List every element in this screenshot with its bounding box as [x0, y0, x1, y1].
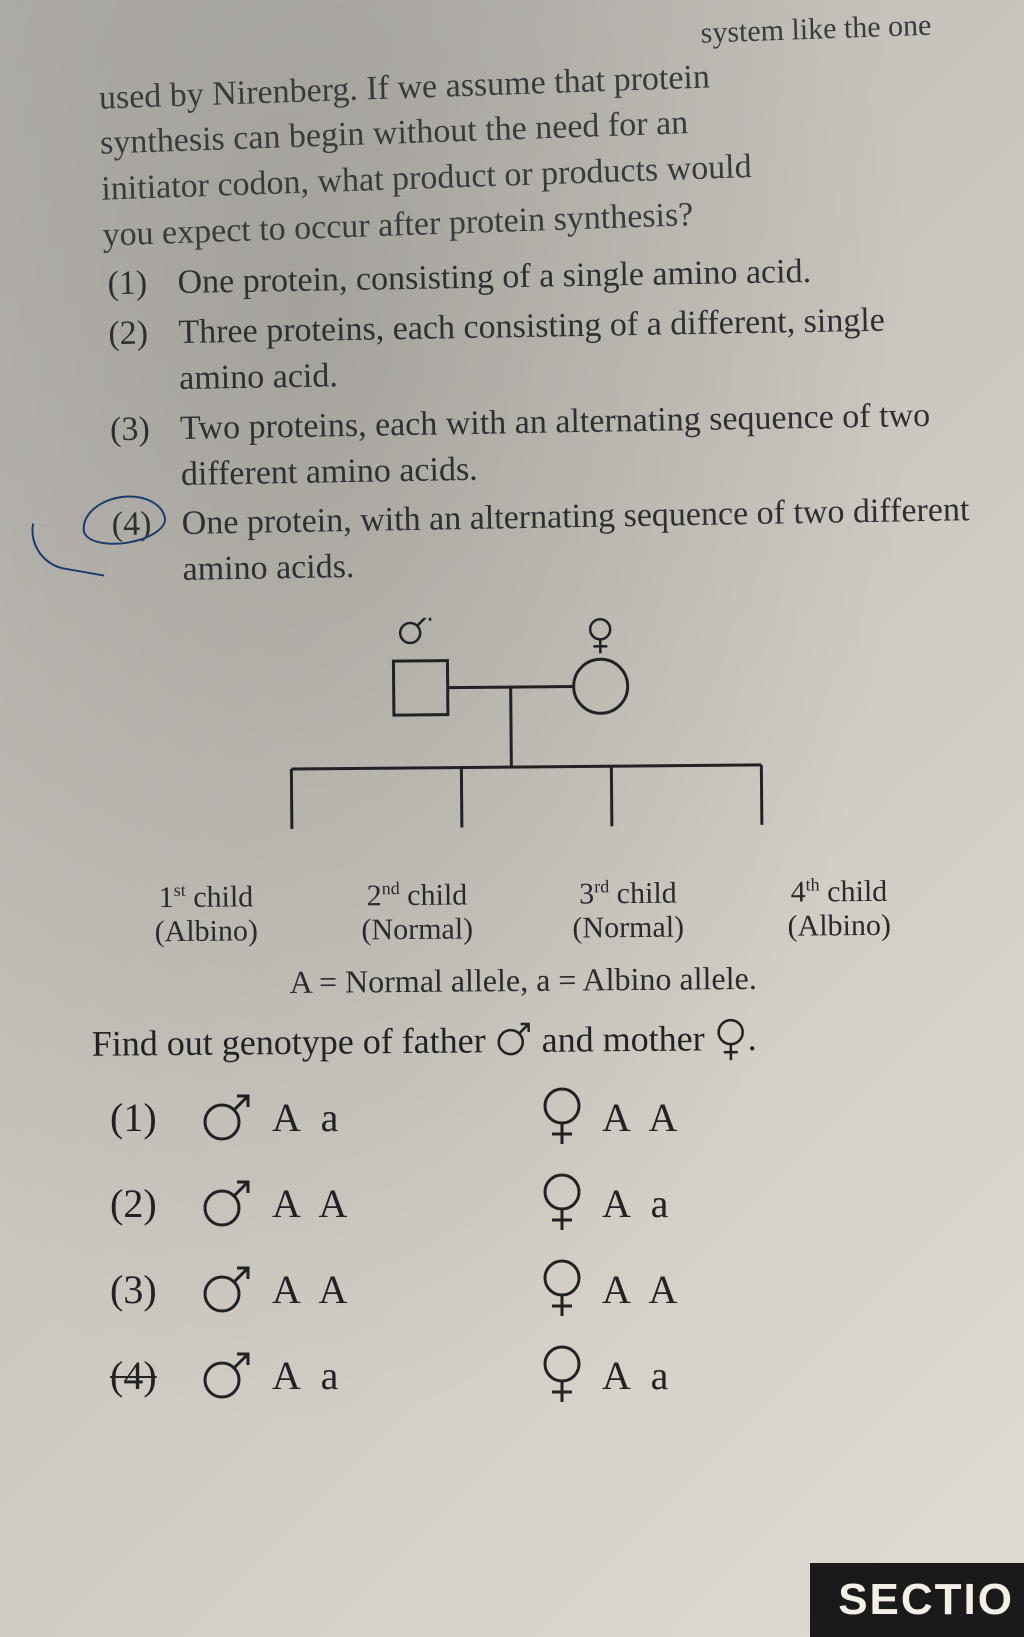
q1-option-text: One protein, with an alternating sequenc… [181, 488, 976, 594]
q1-option-num: (1) [107, 260, 178, 307]
pedigree-child-label: 1st child (Albino) [100, 879, 312, 950]
pedigree-diagram [200, 615, 842, 881]
q1-option: (2) Three proteins, each consisting of a… [108, 296, 973, 403]
q2-female-geno: A a [602, 1352, 674, 1399]
q2-option-num: (1) [110, 1094, 200, 1141]
section-tab: SECTIO [810, 1563, 1024, 1637]
female-icon [540, 1344, 584, 1406]
q2-female-geno: A A [602, 1266, 683, 1313]
q2-female-cell: A A [540, 1258, 683, 1320]
q2-option-num: (3) [110, 1266, 200, 1313]
q2-option-row: (1) A a A A [110, 1086, 974, 1148]
q2-male-geno: A a [272, 1094, 344, 1141]
q1-stem: system like the one used by Nirenberg. I… [67, 4, 976, 260]
q2-male-cell: A A [200, 1176, 540, 1230]
q2-male-geno: A A [272, 1180, 353, 1227]
pedigree-block: 1st child (Albino) 2nd child (Normal) 3r… [68, 613, 976, 1068]
q2-female-cell: A A [540, 1086, 683, 1148]
q1-options: (1) One protein, consisting of a single … [67, 246, 977, 595]
q1-option-text: Three proteins, each consisting of a dif… [178, 296, 973, 402]
pedigree-child-label: 3rd child (Normal) [522, 875, 734, 946]
q2-male-cell: A a [200, 1090, 540, 1144]
allele-definitions: A = Normal allele, a = Albino allele. [71, 958, 975, 1003]
pedigree-svg-wrap [68, 613, 974, 881]
q2-male-geno: A a [272, 1352, 344, 1399]
q2-female-geno: A a [602, 1180, 674, 1227]
q2-option-row: (2) A A A a [110, 1172, 974, 1234]
male-icon [200, 1348, 254, 1402]
male-icon [200, 1262, 254, 1316]
male-icon [200, 1176, 254, 1230]
q2-male-geno: A A [272, 1266, 353, 1313]
q2-male-cell: A A [200, 1262, 540, 1316]
q1-option-num: (3) [110, 406, 182, 499]
q2-option-row: (3) A A A A [110, 1258, 974, 1320]
find-genotype-line: Find out genotype of father and mother . [72, 1015, 976, 1068]
q1-option-text: Two proteins, each with an alternating s… [180, 392, 975, 498]
female-icon [540, 1172, 584, 1234]
male-icon [494, 1020, 532, 1058]
female-icon [540, 1086, 584, 1148]
female-icon [713, 1018, 747, 1062]
q2-female-geno: A A [602, 1094, 683, 1141]
pedigree-child-label: 4th child (Albino) [733, 874, 945, 945]
q2-option-num-struck: (4) [110, 1352, 200, 1399]
q2-male-cell: A a [200, 1348, 540, 1402]
pedigree-child-label: 2nd child (Normal) [311, 877, 523, 948]
pedigree-child-labels: 1st child (Albino) 2nd child (Normal) 3r… [70, 873, 975, 950]
q1-option-text: One protein, consisting of a single amin… [177, 246, 972, 306]
female-icon [540, 1258, 584, 1320]
q1-option: (4) One protein, with an alternating seq… [111, 488, 976, 595]
q2-female-cell: A a [540, 1344, 674, 1406]
q2-option-num: (2) [110, 1180, 200, 1227]
q1-option: (3) Two proteins, each with an alternati… [110, 392, 975, 499]
q1-option-num: (2) [108, 310, 180, 403]
q2-option-row: (4) A a A a [110, 1344, 974, 1406]
q1-option-num-circled: (4) [111, 501, 183, 594]
q2-female-cell: A a [540, 1172, 674, 1234]
q2-options: (1) A a A A (2) A A A a (3) A A A A [70, 1086, 974, 1406]
male-icon [200, 1090, 254, 1144]
